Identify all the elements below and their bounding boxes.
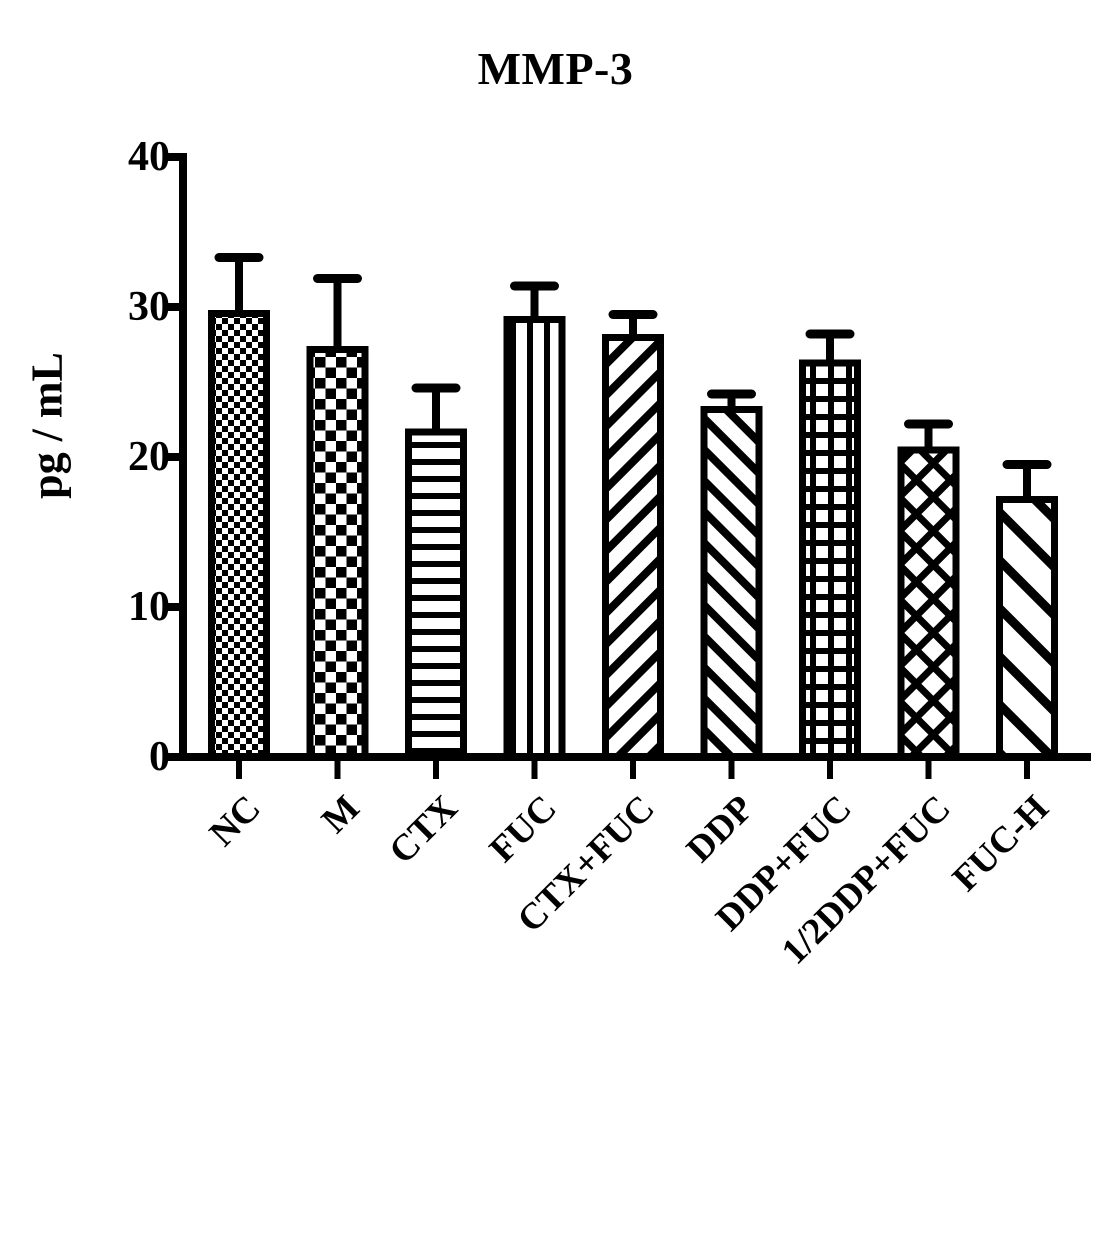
y-tick-label: 10 bbox=[128, 584, 170, 630]
bar-ctx-fuc bbox=[602, 334, 664, 761]
bar-fuc bbox=[503, 316, 566, 761]
bar-rect bbox=[897, 446, 960, 761]
bar-1-2ddp-fuc bbox=[897, 446, 960, 761]
axes-group bbox=[163, 153, 1091, 779]
bar-rect bbox=[700, 406, 763, 761]
bar-nc bbox=[208, 310, 270, 761]
error-bar-fuc bbox=[510, 281, 559, 316]
error-bar-nc bbox=[214, 253, 264, 310]
bar-fuc-h bbox=[996, 496, 1058, 761]
bar-rect bbox=[503, 316, 566, 761]
error-bar-ctx bbox=[411, 383, 461, 429]
bar-rect bbox=[306, 346, 369, 761]
bar-rect bbox=[208, 310, 270, 761]
bars-group bbox=[208, 310, 1058, 761]
y-axis-title: pg / mL bbox=[22, 352, 72, 499]
error-bar-fuc-h bbox=[1002, 460, 1052, 496]
bar-ddp bbox=[700, 406, 763, 761]
error-bar-ddp-fuc bbox=[805, 329, 855, 360]
error-bar-m bbox=[313, 274, 362, 346]
bar-ctx bbox=[405, 428, 467, 761]
y-tick-label: 20 bbox=[128, 434, 170, 480]
bar-rect bbox=[602, 334, 664, 761]
y-tick-label: 40 bbox=[128, 134, 170, 180]
error-bars-group bbox=[214, 253, 1052, 496]
chart-figure: MMP-3 pg / mL 0 10 20 30 40 NC M CTX FUC CTX+FUC… bbox=[22, 43, 1091, 973]
bar-rect bbox=[996, 496, 1058, 761]
y-tick-label: 30 bbox=[128, 284, 170, 330]
bar-m bbox=[306, 346, 369, 761]
plot-area bbox=[163, 153, 1091, 779]
y-tick-label: 0 bbox=[149, 734, 170, 780]
bar-ddp-fuc bbox=[799, 359, 861, 761]
error-bar-ctx-fuc bbox=[608, 310, 658, 334]
chart-title: MMP-3 bbox=[477, 43, 634, 94]
error-bar-1-2ddp-fuc bbox=[904, 419, 953, 447]
error-bar-ddp bbox=[707, 389, 756, 406]
bar-rect bbox=[799, 359, 861, 761]
bar-rect bbox=[405, 428, 467, 761]
